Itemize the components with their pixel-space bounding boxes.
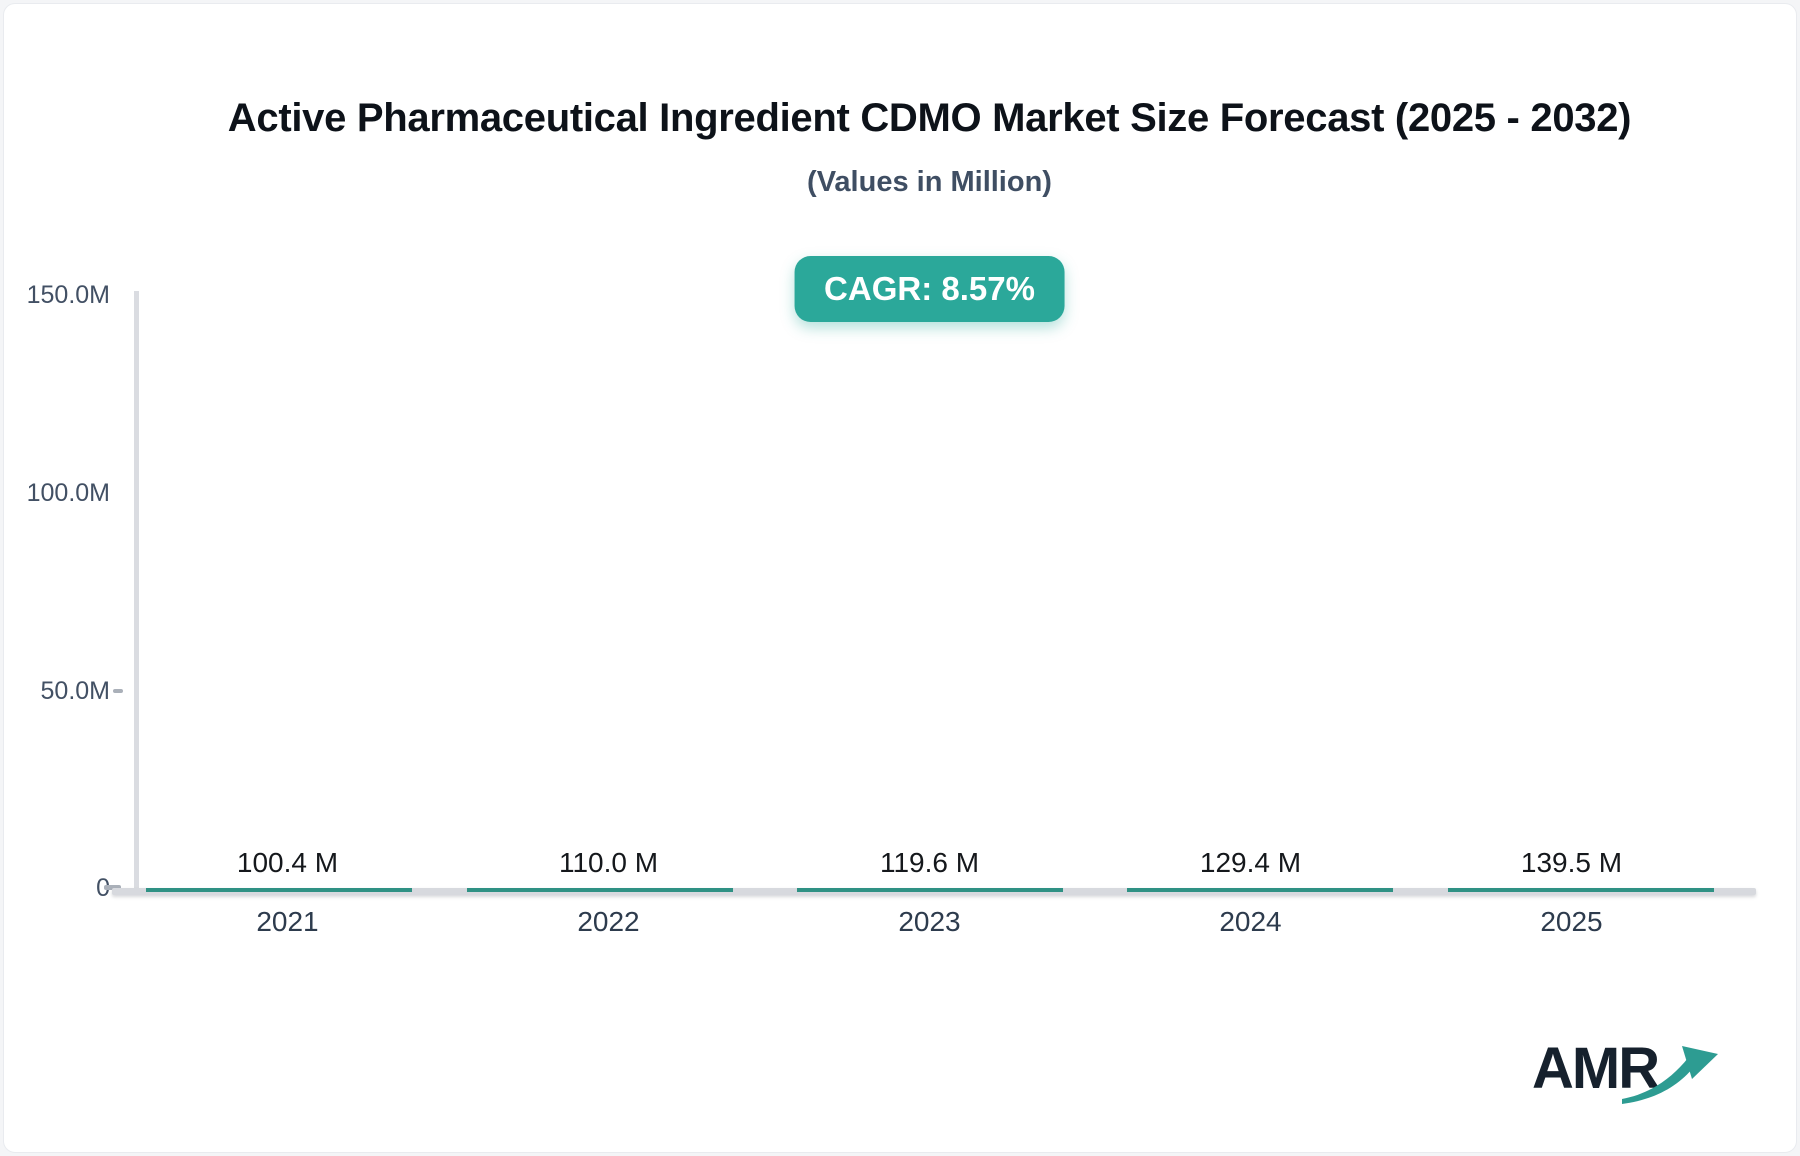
bar-value-label: 139.5 M bbox=[1520, 847, 1623, 878]
x-axis-label-2023: 2023 bbox=[898, 906, 961, 937]
bar-face bbox=[466, 888, 733, 892]
bar-value-label: 119.6 M bbox=[879, 847, 980, 878]
chart-subtitle: (Values in Million) bbox=[807, 166, 1052, 198]
y-axis-tick-150m: 150.0M bbox=[26, 281, 110, 309]
y-axis-tick-100m: 100.0M bbox=[26, 479, 110, 507]
x-axis-label-2021: 2021 bbox=[256, 906, 319, 937]
bar-band-2021: 100.4 M bbox=[127, 289, 448, 892]
chart-title: Active Pharmaceutical Ingredient CDMO Ma… bbox=[227, 96, 1632, 140]
y-axis-dash-50m bbox=[113, 689, 123, 693]
y-axis-tick-50m: 50.0M bbox=[40, 677, 110, 705]
bar-band-2024: 129.4 M bbox=[1090, 289, 1411, 892]
x-axis-labels: 2021 2022 2023 2024 2025 bbox=[127, 906, 1732, 938]
bar-face bbox=[1447, 888, 1714, 892]
bar-value-label: 110.0 M bbox=[558, 847, 659, 878]
growth-arrow-icon bbox=[1622, 1046, 1718, 1104]
bar-value-label: 129.4 M bbox=[1199, 847, 1302, 878]
bar-band-2022: 110.0 M bbox=[448, 289, 769, 892]
x-axis-label-2022: 2022 bbox=[577, 906, 640, 937]
cagr-badge: CAGR: 8.57% bbox=[794, 256, 1065, 322]
bar-value-label: 100.4 M bbox=[236, 847, 339, 878]
bar-face bbox=[1126, 888, 1393, 892]
bar-face bbox=[145, 888, 412, 892]
y-axis-tick-0: 0 bbox=[18, 870, 110, 906]
y-axis-line bbox=[134, 291, 139, 888]
amr-logo-text: AMR bbox=[1532, 1036, 1660, 1101]
x-axis-label-2025: 2025 bbox=[1540, 906, 1603, 937]
bar-band-2023: 119.6 M bbox=[769, 289, 1090, 892]
chart-card: Active Pharmaceutical Ingredient CDMO Ma… bbox=[3, 3, 1797, 1153]
bar-band-2025: 139.5 M bbox=[1411, 289, 1732, 892]
amr-logo: AMR bbox=[1532, 1038, 1732, 1118]
bar-plot-area: 100.4 M 110.0 M 119.6 M bbox=[127, 289, 1732, 892]
y-axis-dash-0 bbox=[104, 885, 121, 890]
bar-face bbox=[796, 888, 1063, 892]
x-axis-label-2024: 2024 bbox=[1219, 906, 1282, 937]
